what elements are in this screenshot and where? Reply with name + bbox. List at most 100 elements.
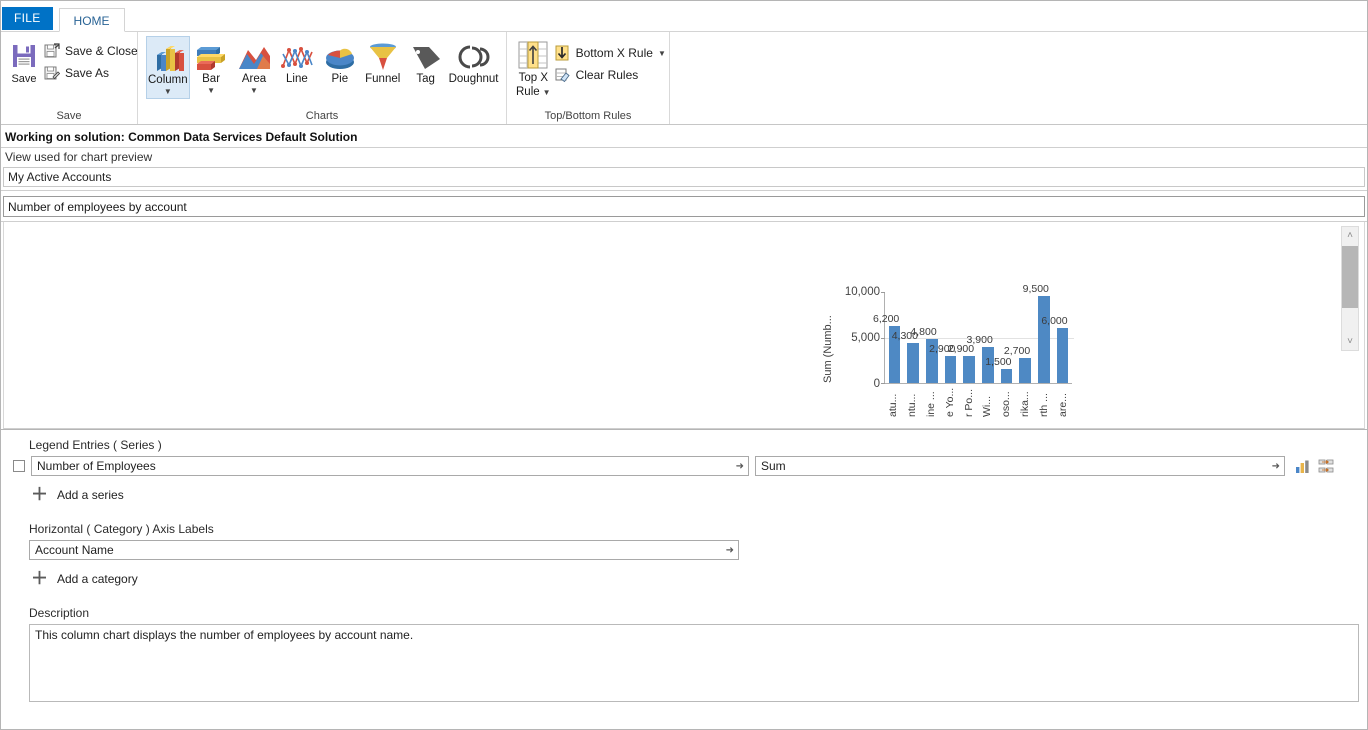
chart-bar[interactable]: [925, 339, 938, 383]
chart-x-label-slot: r Po...: [959, 385, 978, 419]
tag-icon: [412, 47, 440, 69]
area-chart-icon: [239, 47, 270, 69]
save-as-label: Save As: [65, 66, 110, 80]
series-checkbox[interactable]: [13, 460, 25, 472]
save-and-close-button[interactable]: Save & Close: [41, 40, 144, 62]
series-field-value: Number of Employees: [37, 459, 156, 473]
add-series-button[interactable]: ＋ Add a series: [1, 476, 1367, 503]
y-tick-label: 5,000: [851, 332, 880, 344]
chart-type-line-label: Line: [286, 73, 308, 85]
clear-rules-icon: [555, 68, 570, 83]
chart-type-bar-button[interactable]: Bar ▼: [190, 36, 233, 97]
top-x-rule-label-line2: Rule: [516, 86, 540, 98]
save-as-button[interactable]: Save As: [41, 62, 144, 84]
y-tick-label: 10,000: [844, 286, 880, 298]
doughnut-chart-icon: [458, 45, 489, 69]
scroll-up-arrow-icon[interactable]: ˄: [1342, 227, 1358, 244]
chart-bar[interactable]: [1038, 296, 1050, 383]
top-x-rule-label-line1: Top X: [518, 72, 548, 84]
chart-x-tick-label: r Po...: [962, 388, 975, 417]
series-row: Number of Employees ➜ Sum ➜: [1, 456, 1367, 476]
ribbon-group-rules: Top X Rule ▼ Bottom X Rule ▼: [506, 32, 669, 124]
chart-x-tick-label: ntu...: [906, 393, 919, 417]
chart-type-area-button[interactable]: Area ▼: [233, 36, 276, 97]
chart-bar[interactable]: [1000, 369, 1013, 383]
chart-data-label: 9,500: [1022, 283, 1049, 295]
chart-type-funnel-label: Funnel: [365, 73, 401, 85]
chart-plot-area: 6,200 4,300 4,800 2,900 2,900 3,900 1,500 2,700…: [873, 283, 1074, 384]
chart-type-tag-button[interactable]: Tag: [404, 36, 447, 88]
chart-preview-scrollbar[interactable]: ˄ ˅: [1341, 226, 1359, 351]
chart-x-tick-label: rth ...: [1037, 393, 1050, 417]
chart-type-funnel-button[interactable]: Funnel: [361, 36, 404, 88]
bar-chart-icon: [197, 47, 226, 70]
series-aggregate-value: Sum: [761, 459, 786, 473]
chart-x-label-slot: atu...: [884, 385, 903, 419]
top-x-rule-button[interactable]: Top X Rule ▼: [515, 36, 552, 98]
chevron-down-icon: ➜: [735, 460, 744, 472]
chart-bar[interactable]: [944, 356, 957, 383]
view-input[interactable]: My Active Accounts: [3, 167, 1365, 187]
chart-x-tick-label: atu...: [887, 393, 900, 417]
chart-type-doughnut-button[interactable]: Doughnut: [447, 36, 500, 88]
chevron-down-icon[interactable]: ▼: [163, 87, 172, 96]
save-and-close-label: Save & Close: [65, 44, 138, 58]
ribbon: Save Save & Close: [1, 32, 1367, 125]
description-textarea[interactable]: This column chart displays the number of…: [29, 624, 1359, 702]
tab-file[interactable]: FILE: [2, 7, 53, 30]
add-category-label: Add a category: [57, 572, 138, 586]
chevron-down-icon[interactable]: ▼: [542, 87, 551, 97]
add-series-label: Add a series: [57, 488, 124, 502]
plus-icon: ＋: [31, 569, 48, 588]
secondary-axis-icon[interactable]: [1318, 459, 1334, 474]
scrollbar-thumb[interactable]: [1342, 246, 1358, 308]
save-button[interactable]: Save: [7, 38, 41, 85]
chart-x-label-slot: ntu...: [903, 385, 922, 419]
chart-bar[interactable]: [888, 326, 901, 383]
bottom-x-rule-icon: [555, 45, 569, 61]
chart-x-tick-label: rika...: [1018, 391, 1031, 417]
chevron-down-icon[interactable]: ▼: [207, 86, 216, 95]
add-category-button[interactable]: ＋ Add a category: [1, 560, 1367, 588]
chart-data-label: 2,900: [929, 343, 956, 355]
chart-data-label: 3,900: [966, 334, 993, 346]
chevron-down-icon[interactable]: ▼: [657, 48, 666, 58]
scrollbar-track[interactable]: [1342, 244, 1358, 333]
bar-chart-type-icon[interactable]: [1295, 459, 1310, 474]
chevron-down-icon: ➜: [725, 544, 734, 556]
bottom-x-rule-button[interactable]: Bottom X Rule ▼: [552, 42, 672, 64]
ribbon-group-charts: Column ▼ Bar: [137, 32, 506, 124]
tab-home[interactable]: HOME: [58, 8, 125, 32]
chart-y-axis-title: Sum (Numb...: [822, 315, 834, 383]
chart-type-bar-label: Bar: [202, 73, 221, 85]
ribbon-group-charts-title: Charts: [305, 110, 339, 122]
chart-type-line-button[interactable]: Line: [275, 36, 318, 88]
chart-type-pie-button[interactable]: Pie: [318, 36, 361, 88]
chart-bar[interactable]: [1019, 358, 1032, 383]
chart-bar-slot: 9,500: [1023, 283, 1054, 383]
description-label: Description: [29, 606, 90, 620]
chart-x-tick-label: Wi...: [981, 396, 994, 417]
category-field-value: Account Name: [35, 543, 114, 557]
scroll-down-arrow-icon[interactable]: ˅: [1342, 333, 1358, 350]
chart-bar-slot: 6,200: [873, 292, 904, 383]
chart-bar[interactable]: [1056, 328, 1069, 383]
series-field-select[interactable]: Number of Employees ➜: [31, 456, 749, 476]
chart-x-label-slot: e Yo...: [940, 385, 959, 419]
ribbon-tabstrip: FILE HOME: [1, 1, 1367, 32]
chart-type-column-button[interactable]: Column ▼: [146, 36, 190, 99]
category-axis-label: Horizontal ( Category ) Axis Labels: [29, 522, 214, 536]
chart-bar-slot: 2,900: [929, 292, 960, 383]
chevron-down-icon[interactable]: ▼: [250, 86, 258, 95]
category-field-select[interactable]: Account Name ➜: [29, 540, 739, 560]
chart-bar[interactable]: [963, 356, 975, 383]
chart-x-tick-label: e Yo...: [943, 387, 956, 417]
chart-bar[interactable]: [907, 343, 919, 383]
chart-x-tick-label: ine ...: [924, 391, 937, 417]
chart-bar[interactable]: [982, 347, 994, 383]
chart-title-section: Number of employees by account: [1, 191, 1367, 222]
ribbon-group-rules-title: Top/Bottom Rules: [544, 110, 632, 122]
clear-rules-button[interactable]: Clear Rules: [552, 64, 672, 86]
series-aggregate-select[interactable]: Sum ➜: [755, 456, 1285, 476]
chart-title-input[interactable]: Number of employees by account: [3, 196, 1365, 217]
